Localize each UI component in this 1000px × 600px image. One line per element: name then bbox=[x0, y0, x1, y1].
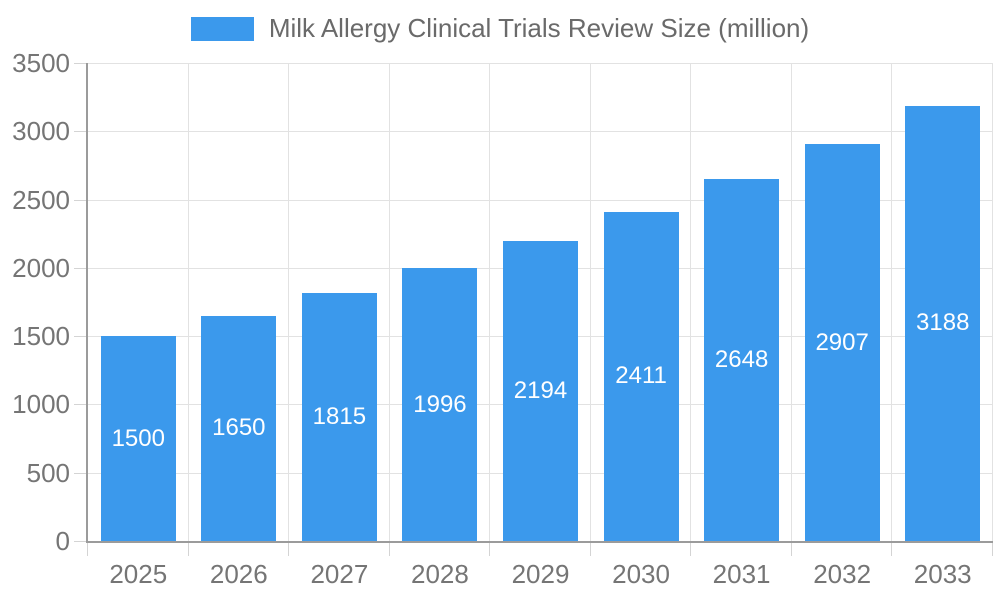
bar-value-label: 1650 bbox=[212, 414, 266, 442]
y-axis-tick-mark bbox=[74, 541, 86, 542]
y-axis-tick-mark bbox=[74, 63, 86, 64]
v-gridline bbox=[489, 63, 491, 541]
x-axis-line bbox=[86, 541, 993, 543]
bar-value-label: 1815 bbox=[312, 403, 367, 431]
y-axis-tick-label: 1000 bbox=[12, 389, 70, 420]
bar-value-label: 2907 bbox=[815, 328, 869, 356]
h-gridline bbox=[88, 131, 993, 133]
y-axis-tick-mark bbox=[74, 267, 86, 269]
plot-area: 1500 1650 1815 1996 2194 2411 2648 2907 3188 bbox=[88, 63, 993, 541]
x-axis-tick-mark bbox=[288, 543, 290, 556]
x-axis-tick-label: 2029 bbox=[511, 559, 570, 589]
y-axis-tick-label: 0 bbox=[55, 526, 70, 556]
x-axis-tick-label: 2028 bbox=[411, 559, 469, 589]
y-axis-tick-mark bbox=[74, 336, 86, 338]
x-axis-tick-label: 2027 bbox=[310, 559, 369, 589]
bar-2026[interactable]: 1650 bbox=[201, 315, 277, 541]
bar-2028[interactable]: 1996 bbox=[402, 268, 478, 541]
bar-value-label: 1500 bbox=[111, 424, 165, 452]
y-axis-tick-label: 3000 bbox=[12, 116, 70, 147]
x-axis-tick-mark bbox=[187, 543, 189, 556]
y-axis-tick-label: 500 bbox=[26, 457, 70, 488]
x-axis-tick-mark bbox=[388, 543, 390, 556]
y-axis-tick-mark bbox=[74, 472, 86, 474]
bar-value-label: 2411 bbox=[615, 362, 667, 390]
h-gridline bbox=[88, 199, 993, 201]
x-axis-tick-mark bbox=[992, 543, 993, 556]
v-gridline bbox=[790, 63, 792, 541]
bar-2032[interactable]: 2907 bbox=[804, 144, 880, 541]
y-axis-tick-mark bbox=[74, 131, 86, 133]
x-axis-tick-label: 2025 bbox=[109, 559, 168, 589]
v-gridline bbox=[187, 63, 189, 541]
v-gridline bbox=[388, 63, 390, 541]
bar-2025[interactable]: 1500 bbox=[100, 336, 176, 541]
bar-2030[interactable]: 2411 bbox=[603, 211, 679, 541]
bar-2033[interactable]: 3188 bbox=[905, 105, 981, 541]
y-axis-tick-label: 2000 bbox=[12, 252, 70, 283]
x-axis-tick-mark bbox=[589, 543, 591, 556]
legend-label: Milk Allergy Clinical Trials Review Size… bbox=[268, 13, 810, 43]
x-axis-tick-label: 2026 bbox=[209, 559, 268, 589]
x-axis-tick-label: 2032 bbox=[813, 559, 872, 589]
bar-2029[interactable]: 2194 bbox=[503, 241, 578, 541]
v-gridline bbox=[891, 63, 893, 541]
v-gridline bbox=[288, 63, 290, 541]
x-axis-tick-mark bbox=[790, 543, 792, 556]
bar-value-label: 2648 bbox=[714, 346, 769, 374]
x-axis-tick-mark bbox=[690, 543, 692, 556]
x-axis-tick-mark bbox=[891, 543, 893, 556]
legend-item[interactable]: Milk Allergy Clinical Trials Review Size… bbox=[0, 13, 1000, 44]
x-axis-tick-label: 2033 bbox=[913, 559, 972, 589]
legend-swatch bbox=[190, 16, 254, 41]
x-axis-tick-label: 2030 bbox=[612, 559, 670, 589]
bar-value-label: 3188 bbox=[916, 309, 970, 337]
v-gridline bbox=[589, 63, 591, 541]
y-axis-tick-mark bbox=[74, 404, 86, 406]
bar-2031[interactable]: 2648 bbox=[704, 179, 780, 541]
bar-value-label: 2194 bbox=[513, 377, 568, 405]
x-axis-tick-mark bbox=[87, 543, 88, 556]
y-axis-tick-label: 2500 bbox=[12, 184, 70, 215]
x-axis-tick-label: 2031 bbox=[712, 559, 771, 589]
v-gridline bbox=[690, 63, 692, 541]
x-axis-tick-mark bbox=[489, 543, 491, 556]
bar-2027[interactable]: 1815 bbox=[301, 293, 377, 541]
y-axis-tick-label: 1500 bbox=[12, 321, 70, 352]
y-axis-tick-label: 3500 bbox=[12, 48, 70, 78]
y-axis-line bbox=[86, 63, 88, 543]
h-gridline bbox=[88, 63, 993, 64]
bar-value-label: 1996 bbox=[413, 390, 467, 418]
y-axis-tick-mark bbox=[74, 199, 86, 201]
v-gridline bbox=[992, 63, 993, 541]
